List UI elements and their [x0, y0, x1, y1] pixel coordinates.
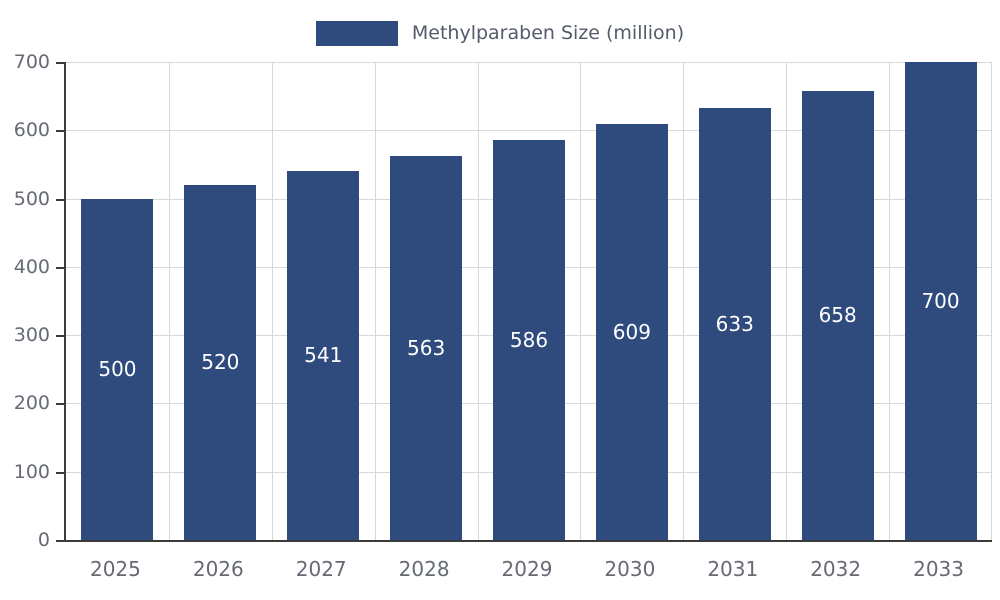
- x-tick-label: 2025: [89, 557, 141, 581]
- h-gridline: [66, 130, 992, 132]
- y-tick-mark: [56, 471, 64, 474]
- y-tick-label: 600: [13, 119, 50, 142]
- v-gridline: [271, 62, 273, 540]
- y-tick-mark: [56, 62, 64, 64]
- bar-value-label: 658: [818, 303, 857, 328]
- bar-2025: 500: [81, 198, 154, 540]
- bar-value-label: 520: [201, 350, 240, 375]
- x-tick-label: 2031: [707, 557, 759, 581]
- x-tick-label: 2030: [604, 557, 656, 581]
- y-tick-label: 300: [13, 324, 50, 347]
- x-tick-label: 2026: [192, 557, 244, 581]
- y-tick-mark: [56, 335, 64, 338]
- y-tick-mark: [56, 198, 64, 201]
- legend-swatch: [315, 20, 398, 46]
- legend: Methylparaben Size (million): [0, 14, 1000, 52]
- bar-value-label: 609: [612, 320, 651, 345]
- legend-label: Methylparaben Size (million): [411, 22, 685, 44]
- y-tick-label: 0: [37, 529, 50, 551]
- v-gridline: [580, 62, 582, 540]
- y-tick-label: 100: [13, 460, 50, 483]
- bar-value-label: 700: [921, 289, 960, 313]
- y-tick-label: 400: [13, 255, 50, 278]
- v-gridline: [374, 62, 376, 540]
- bar-value-label: 500: [98, 357, 137, 382]
- bar-2033: 700: [904, 62, 977, 540]
- y-tick-mark: [56, 266, 64, 269]
- plot-area: 500 520 541 563 586 609 633 658 700: [56, 62, 992, 542]
- v-gridline: [477, 62, 479, 540]
- y-tick-label: 700: [13, 51, 50, 73]
- bar-value-label: 541: [304, 343, 343, 368]
- bar-2028: 563: [390, 155, 463, 540]
- y-tick-label: 500: [13, 187, 50, 210]
- x-tick-label: 2033: [913, 557, 964, 581]
- bar-2029: 586: [493, 139, 565, 540]
- v-gridline: [991, 62, 992, 540]
- v-gridline: [889, 62, 891, 540]
- bar-2031: 633: [698, 107, 771, 540]
- x-tick-label: 2028: [398, 557, 450, 581]
- bar-2030: 609: [595, 124, 668, 540]
- y-tick-mark: [56, 130, 64, 133]
- y-tick-label: 200: [13, 392, 50, 415]
- y-tick-mark: [56, 403, 64, 406]
- v-gridline: [786, 62, 788, 540]
- x-tick-label: 2029: [501, 557, 553, 581]
- x-tick-label: 2032: [810, 557, 862, 581]
- y-tick-mark: [56, 540, 64, 542]
- bar-value-label: 586: [509, 327, 549, 352]
- bar-value-label: 563: [407, 335, 446, 360]
- bar-2027: 541: [287, 170, 360, 540]
- bar-2026: 520: [184, 184, 257, 540]
- v-gridline: [168, 62, 170, 540]
- v-gridline: [683, 62, 685, 540]
- x-tick-label: 2027: [295, 557, 347, 581]
- h-gridline: [66, 62, 992, 63]
- bar-2032: 658: [801, 90, 874, 540]
- bar-value-label: 633: [715, 311, 754, 336]
